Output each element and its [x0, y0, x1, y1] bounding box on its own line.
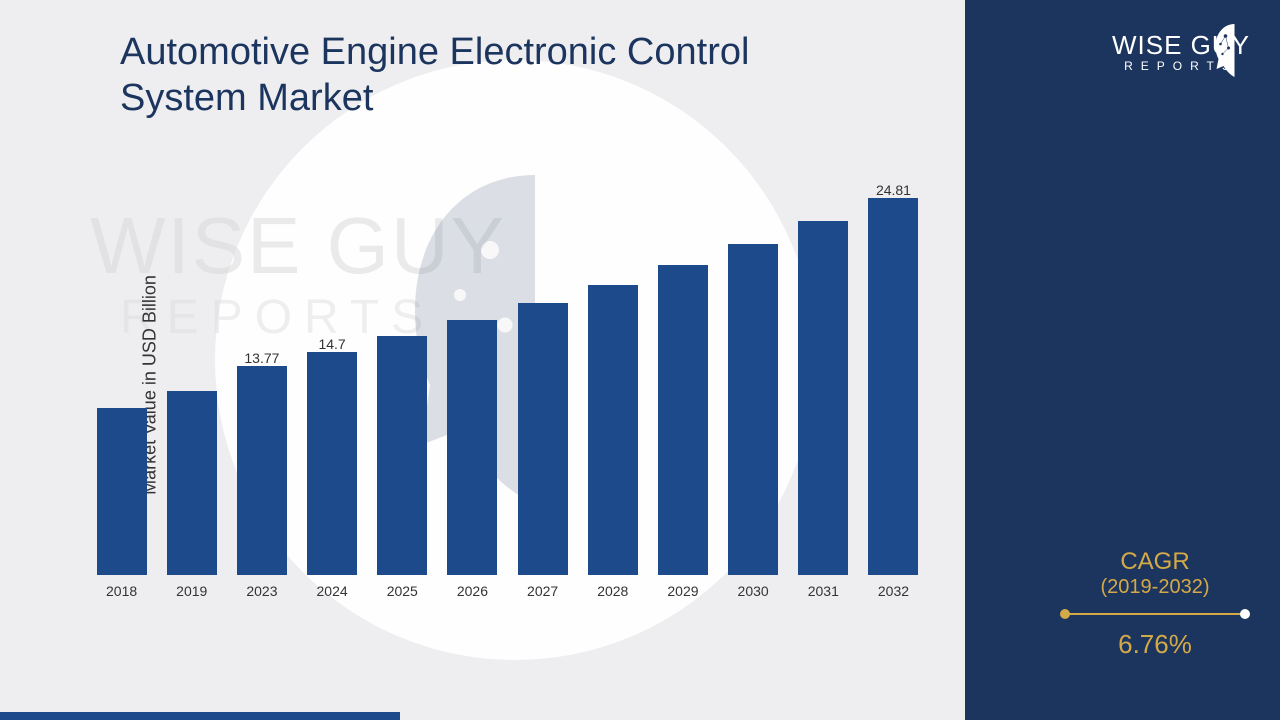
- bar-group: 2026: [446, 320, 499, 575]
- bars-area: 2018 2019 13.772023 14.72024 2025 2026 2027 202…: [95, 175, 920, 575]
- bar: [798, 221, 848, 575]
- bar-category-label: 2032: [878, 583, 909, 599]
- bar-category-label: 2019: [176, 583, 207, 599]
- bar-category-label: 2024: [317, 583, 348, 599]
- bar-group: 2027: [516, 303, 569, 575]
- chart-title: Automotive Engine Electronic Control Sys…: [120, 30, 820, 121]
- bar-group: 24.812032: [867, 198, 920, 575]
- bar: [237, 366, 287, 575]
- cagr-period: (2019-2032): [1065, 576, 1245, 599]
- bar-category-label: 2025: [387, 583, 418, 599]
- cagr-box: CAGR (2019-2032) 6.76%: [1065, 548, 1245, 660]
- bar-group: 2030: [727, 244, 780, 575]
- bar-category-label: 2031: [808, 583, 839, 599]
- bar: [518, 303, 568, 575]
- logo-head-icon: [1207, 22, 1262, 77]
- bar: [307, 352, 357, 575]
- bar: [728, 244, 778, 575]
- bar-category-label: 2023: [246, 583, 277, 599]
- bar-category-label: 2029: [667, 583, 698, 599]
- cagr-divider-line: [1065, 613, 1245, 615]
- bar-category-label: 2018: [106, 583, 137, 599]
- bar-group: 13.772023: [235, 366, 288, 575]
- bar-value-label: 13.77: [244, 350, 279, 366]
- bar-group: 2028: [586, 285, 639, 575]
- main-chart-area: WISE GUY REPORTS Automotive Engine Elect…: [0, 0, 965, 720]
- bar-group: 2029: [656, 265, 709, 575]
- cagr-value: 6.76%: [1065, 629, 1245, 660]
- bar-group: 14.72024: [306, 352, 359, 575]
- bar: [658, 265, 708, 575]
- bar: [97, 408, 147, 575]
- bar: [167, 391, 217, 575]
- bar-group: 2031: [797, 221, 850, 575]
- bar: [588, 285, 638, 575]
- bar: [447, 320, 497, 575]
- bar-group: 2019: [165, 391, 218, 575]
- bar: [868, 198, 918, 575]
- bar-category-label: 2026: [457, 583, 488, 599]
- bar-value-label: 14.7: [318, 336, 345, 352]
- bottom-accent-bar: [0, 712, 400, 720]
- bar: [377, 336, 427, 575]
- bar-group: 2025: [376, 336, 429, 575]
- bar-value-label: 24.81: [876, 182, 911, 198]
- bar-category-label: 2030: [738, 583, 769, 599]
- bar-group: 2018: [95, 408, 148, 575]
- bar-category-label: 2028: [597, 583, 628, 599]
- right-panel: WISE GUY REPORTS CAGR (2019-2032) 6.76%: [965, 0, 1280, 720]
- bar-category-label: 2027: [527, 583, 558, 599]
- chart-container: Market Value in USD Billion 2018201913.7…: [60, 165, 920, 605]
- cagr-title: CAGR: [1065, 548, 1245, 576]
